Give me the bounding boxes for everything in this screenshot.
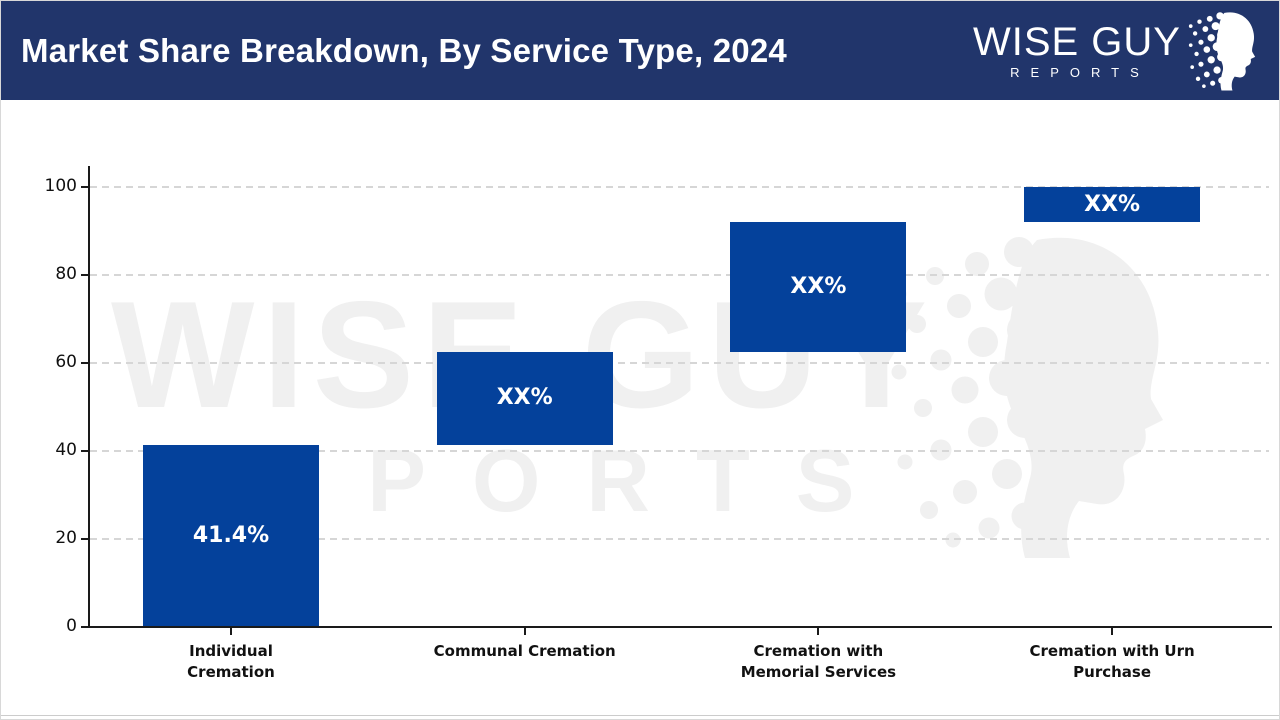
x-category-label: Cremation with Urn Purchase xyxy=(1029,642,1195,681)
y-tick-label: 80 xyxy=(55,264,77,284)
bar xyxy=(436,352,613,445)
y-tick-label: 20 xyxy=(55,528,77,548)
y-tick-mark xyxy=(81,274,89,276)
chart-title: Market Share Breakdown, By Service Type,… xyxy=(21,31,787,69)
y-tick-label: 60 xyxy=(55,352,77,372)
header-bar: Market Share Breakdown, By Service Type,… xyxy=(1,1,1279,100)
y-tick-mark xyxy=(81,362,89,364)
y-tick-mark xyxy=(81,538,89,540)
y-tick-mark xyxy=(81,450,89,452)
gridline xyxy=(90,450,1269,452)
y-tick-mark xyxy=(81,186,89,188)
bar-value-label: XX% xyxy=(496,385,553,411)
bar-value-label: 41.4% xyxy=(192,522,270,548)
x-tick-mark xyxy=(1111,628,1114,635)
bar xyxy=(1024,187,1201,223)
logo-brand-text: WISE GUY xyxy=(972,20,1181,64)
gridline xyxy=(90,362,1269,364)
y-axis-line xyxy=(88,166,90,628)
gridline xyxy=(90,274,1269,276)
x-tick-mark xyxy=(230,628,232,635)
x-category-label: Communal Cremation xyxy=(433,642,616,660)
x-category-label: Individual Cremation xyxy=(187,642,275,681)
footer-divider xyxy=(1,715,1279,716)
gridline xyxy=(90,538,1269,540)
x-axis-line xyxy=(86,626,1272,628)
gridline xyxy=(90,186,1269,188)
logo-reports-text: REPORTS xyxy=(1010,65,1150,80)
watermark-face-icon xyxy=(869,227,1169,565)
bar xyxy=(143,444,319,627)
bar xyxy=(730,222,907,352)
bar-value-label: XX% xyxy=(790,274,847,300)
x-tick-mark xyxy=(523,628,526,635)
y-tick-label: 40 xyxy=(55,440,77,460)
wiseguy-logo: WISE GUY REPORTS xyxy=(973,10,1257,92)
logo-face-icon xyxy=(1183,10,1257,92)
x-category-label: Cremation with Memorial Services xyxy=(740,642,897,681)
y-tick-label: 100 xyxy=(44,176,77,196)
bar-value-label: XX% xyxy=(1084,191,1141,217)
y-tick-label: 0 xyxy=(66,616,77,636)
y-tick-mark xyxy=(81,626,89,628)
x-tick-mark xyxy=(817,628,820,635)
logo-text: WISE GUY REPORTS xyxy=(973,22,1181,79)
